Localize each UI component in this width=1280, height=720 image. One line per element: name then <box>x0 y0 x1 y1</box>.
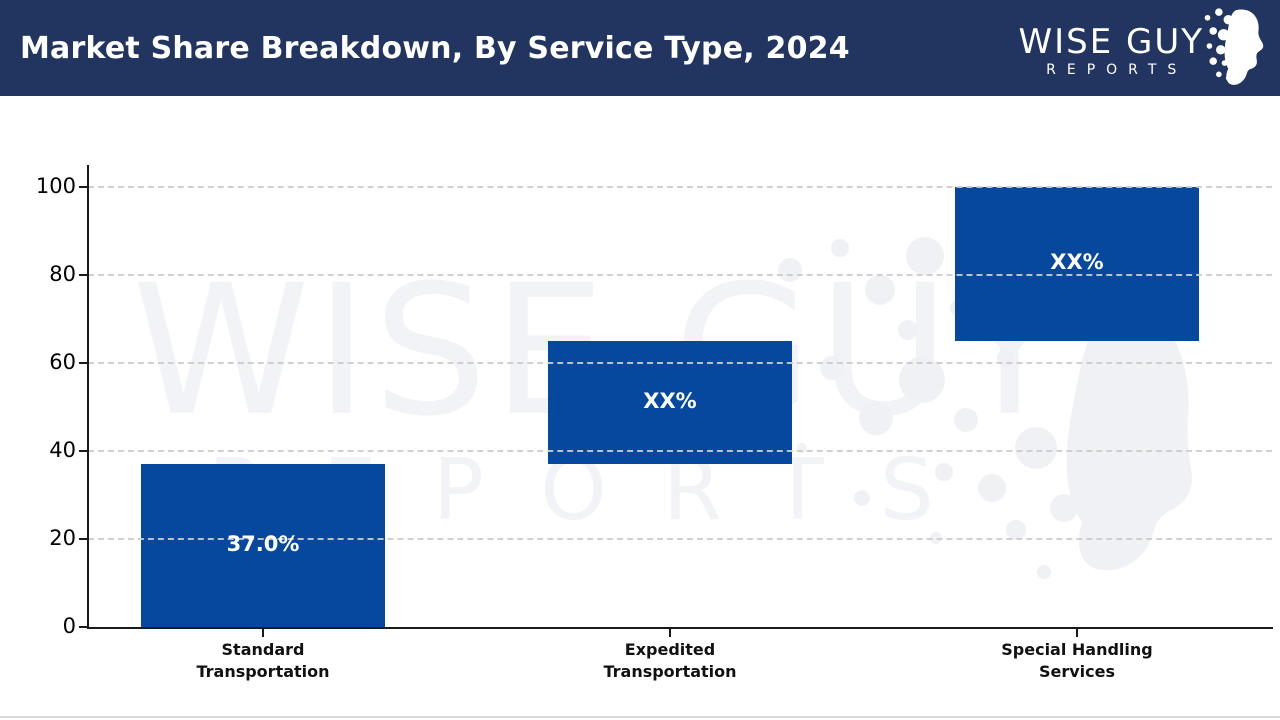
bar-standard-transportation <box>141 464 385 627</box>
y-tick-mark <box>79 450 87 452</box>
bar-value-label: 37.0% <box>226 531 300 556</box>
x-category-label: Standard Transportation <box>196 640 330 681</box>
bar-value-label: XX% <box>643 388 697 413</box>
header: Market Share Breakdown, By Service Type,… <box>0 0 1280 96</box>
y-tick-mark <box>79 538 87 540</box>
bar-value-label: XX% <box>1050 250 1104 274</box>
y-tick-label: 80 <box>49 262 76 286</box>
logo-subtext: REPORTS <box>1046 62 1188 79</box>
logo-text: WISE GUY REPORTS <box>1018 21 1204 79</box>
gridline-y-80 <box>88 274 1272 276</box>
y-tick-mark <box>79 626 87 628</box>
gridline-y-40 <box>88 450 1272 452</box>
logo-head-icon <box>1204 8 1264 85</box>
y-tick-label: 40 <box>49 438 76 462</box>
y-tick-mark <box>79 274 87 276</box>
y-tick-label: 100 <box>35 174 76 198</box>
logo-wordmark: WISE GUY <box>1018 21 1204 62</box>
y-tick-mark <box>79 186 87 188</box>
x-tick-mark <box>1076 629 1078 637</box>
y-axis-spine <box>87 165 89 629</box>
x-category-label: Special Handling Services <box>1001 640 1153 681</box>
gridline-y-100 <box>88 186 1272 188</box>
y-tick-label: 60 <box>49 350 76 374</box>
gridline-y-20 <box>88 538 1272 540</box>
gridline-y-60 <box>88 362 1272 364</box>
y-tick-label: 0 <box>62 614 76 638</box>
bar-expedited-transportation <box>548 341 792 465</box>
brand-logo: WISE GUY REPORTS <box>1018 4 1266 90</box>
y-tick-mark <box>79 362 87 364</box>
bottom-border <box>0 716 1280 718</box>
page-title: Market Share Breakdown, By Service Type,… <box>20 30 850 66</box>
y-tick-label: 20 <box>49 526 76 550</box>
x-axis-spine <box>87 627 1273 629</box>
x-tick-mark <box>262 629 264 637</box>
x-category-label: Expedited Transportation <box>603 640 737 681</box>
x-tick-mark <box>669 629 671 637</box>
